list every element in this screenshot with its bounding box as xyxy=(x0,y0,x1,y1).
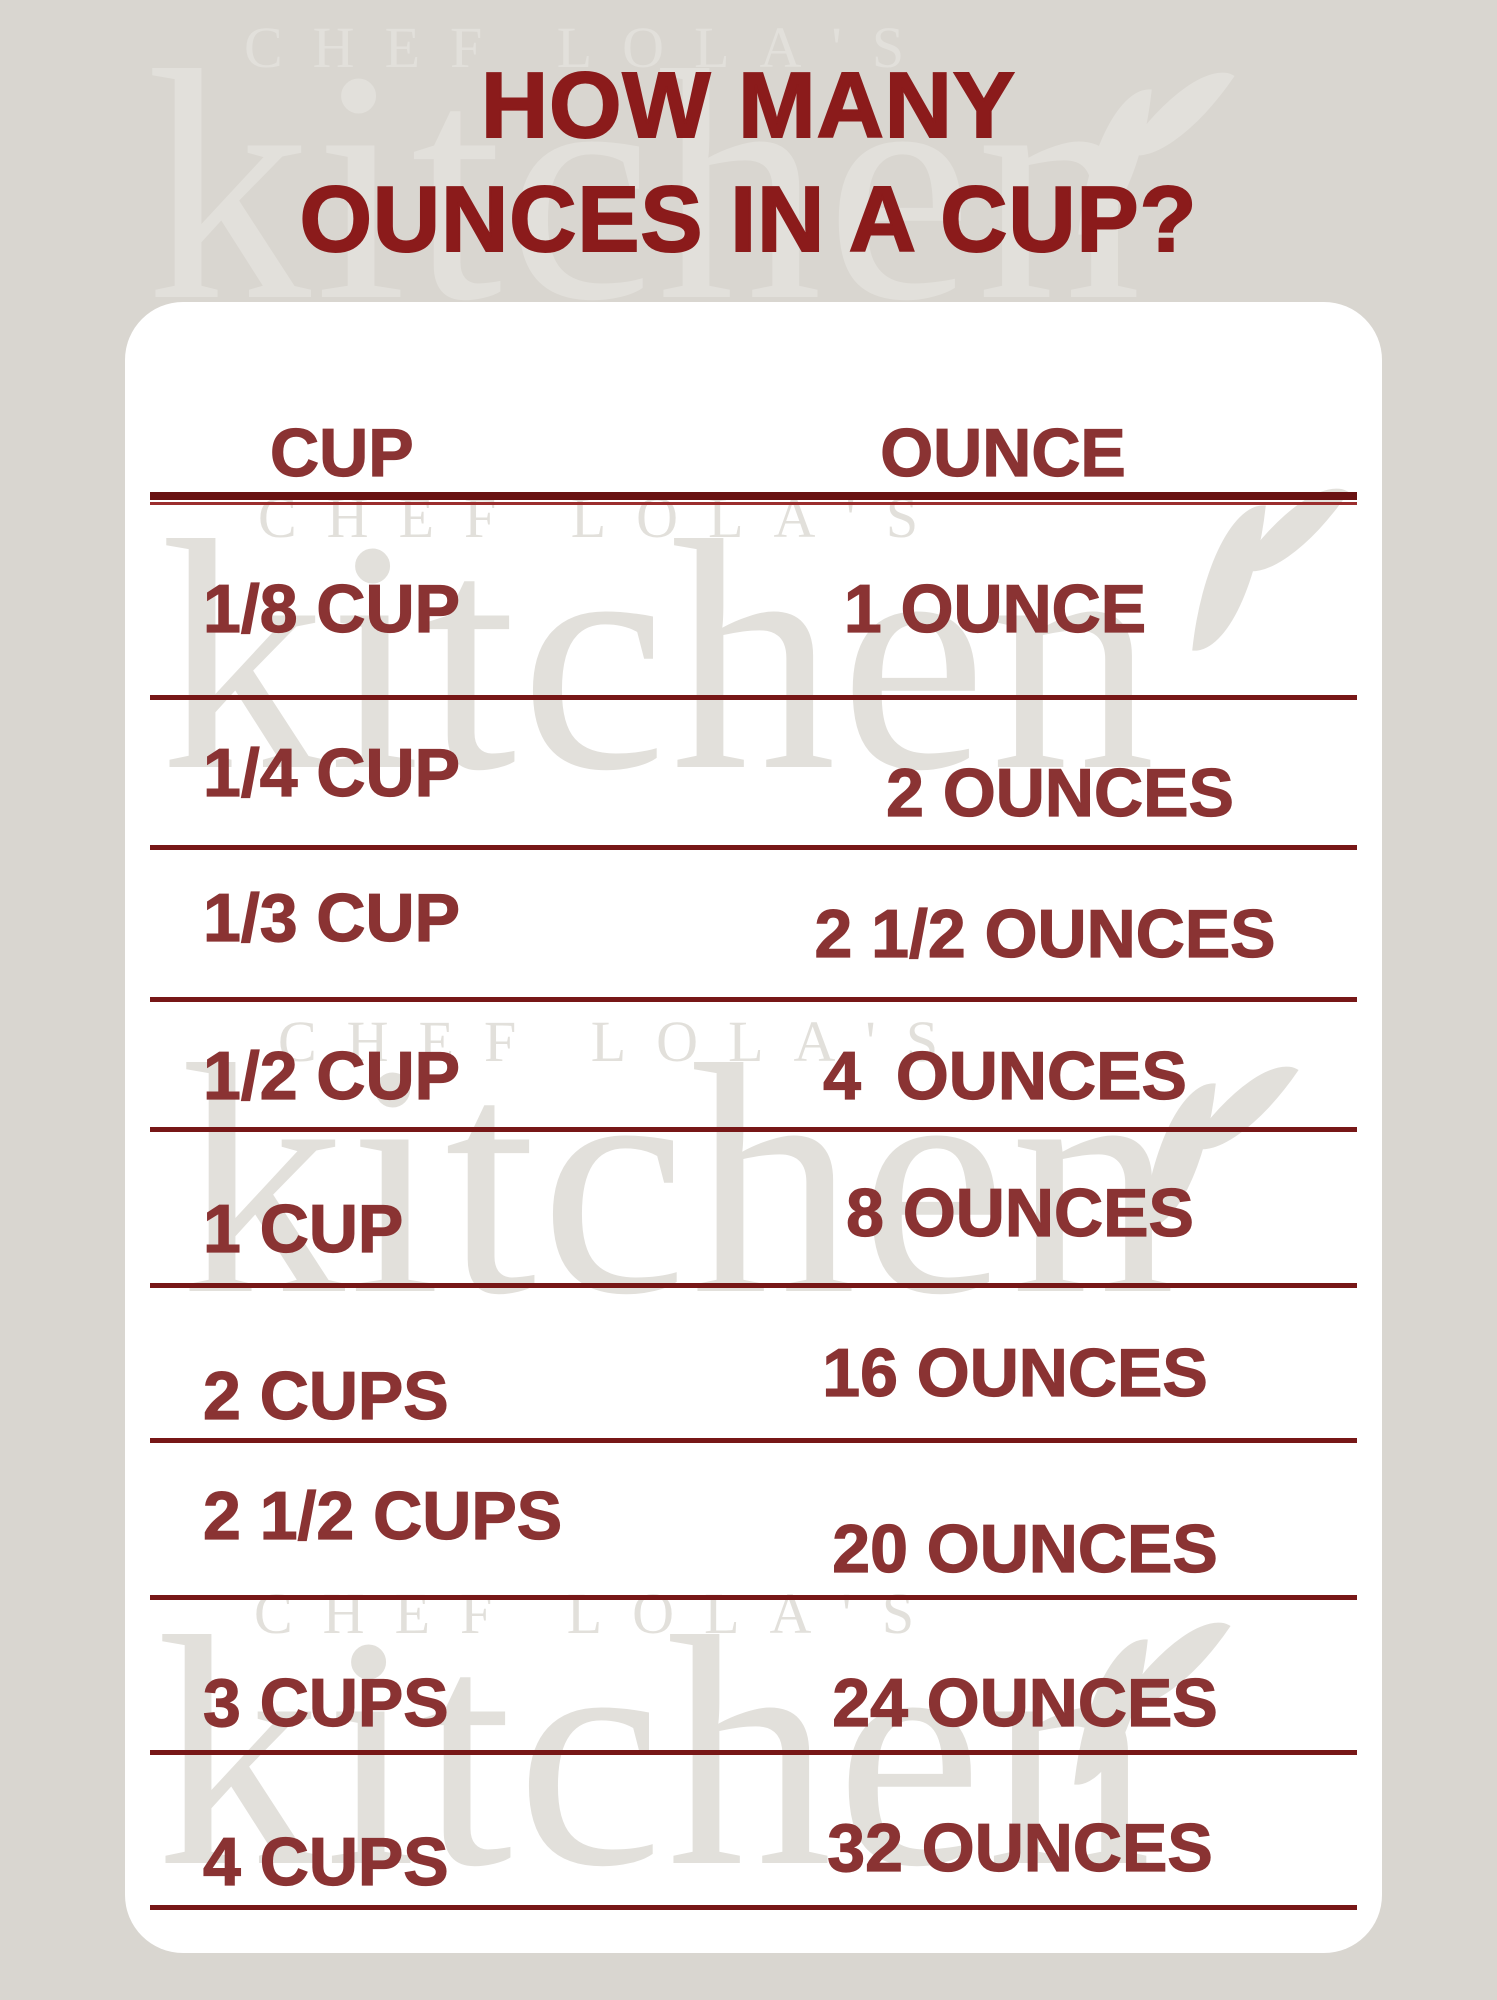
ounce-value: 16 OUNCES xyxy=(822,1334,1209,1411)
header-divider-thin xyxy=(150,502,1357,505)
table-row: 2 1/2 CUPS 20 OUNCES xyxy=(150,1443,1357,1600)
ounce-value: 2 1/2 OUNCES xyxy=(814,895,1276,972)
column-header-cup: CUP xyxy=(269,414,414,491)
cup-value: 1/2 CUP xyxy=(202,1037,460,1114)
table-row: 2 CUPS 16 OUNCES xyxy=(150,1288,1357,1443)
table-row: 3 CUPS 24 OUNCES xyxy=(150,1600,1357,1755)
table-row: 1/3 CUP 2 1/2 OUNCES xyxy=(150,850,1357,1002)
cup-value: 1 CUP xyxy=(202,1190,404,1267)
ounce-value: 20 OUNCES xyxy=(832,1510,1219,1587)
cup-value: 1/3 CUP xyxy=(202,879,460,956)
cup-value: 2 CUPS xyxy=(202,1357,449,1434)
cup-value: 2 1/2 CUPS xyxy=(202,1477,563,1554)
table-body: 1/8 CUP 1 OUNCE 1/4 CUP 2 OUNCES 1/3 CUP… xyxy=(150,512,1357,1910)
column-header-ounce: OUNCE xyxy=(880,414,1127,491)
table-row: 1/2 CUP 4 OUNCES xyxy=(150,1002,1357,1132)
ounce-value: 24 OUNCES xyxy=(832,1664,1219,1741)
ounce-value: 1 OUNCE xyxy=(843,570,1147,647)
ounce-value: 4 OUNCES xyxy=(823,1037,1188,1114)
table-header-row: CUP OUNCE xyxy=(150,394,1357,512)
header-divider-thick xyxy=(150,492,1357,500)
header-divider xyxy=(150,492,1357,505)
cup-value: 3 CUPS xyxy=(202,1664,449,1741)
cup-value: 4 CUPS xyxy=(202,1823,449,1900)
table-row: 1 CUP 8 OUNCES xyxy=(150,1132,1357,1288)
ounce-value: 8 OUNCES xyxy=(846,1174,1195,1251)
table-row: 1/4 CUP 2 OUNCES xyxy=(150,700,1357,850)
cup-value: 1/4 CUP xyxy=(202,734,460,811)
table-row: 4 CUPS 32 OUNCES xyxy=(150,1755,1357,1910)
cup-value: 1/8 CUP xyxy=(202,570,460,647)
page-title-line2: OUNCES IN A CUP? xyxy=(299,166,1198,272)
conversion-table: CUP OUNCE 1/8 CUP 1 OUNCE 1/4 CUP 2 OUNC… xyxy=(125,302,1382,1953)
ounce-value: 2 OUNCES xyxy=(886,754,1235,831)
ounce-value: 32 OUNCES xyxy=(827,1809,1214,1886)
page-title: HOW MANY OUNCES IN A CUP? xyxy=(0,48,1497,276)
page-title-line1: HOW MANY xyxy=(480,52,1016,158)
table-row: 1/8 CUP 1 OUNCE xyxy=(150,512,1357,700)
